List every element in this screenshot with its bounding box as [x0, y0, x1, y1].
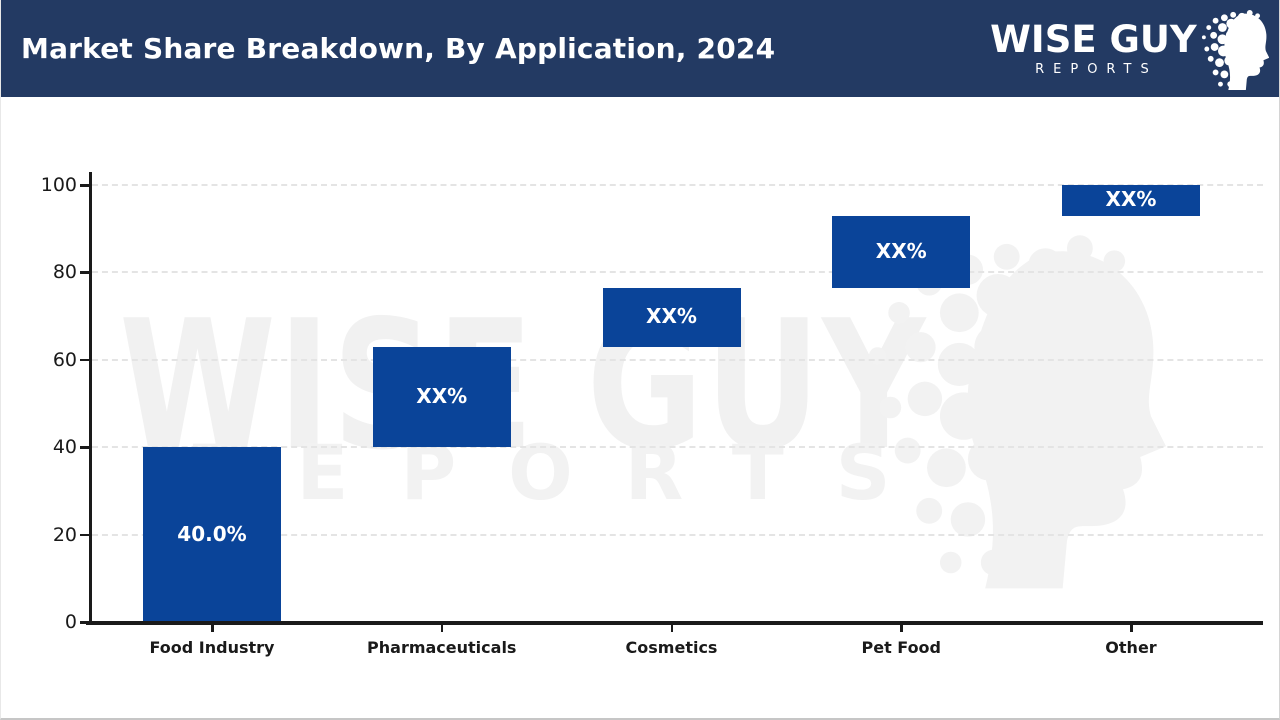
y-tick-mark-60	[80, 358, 89, 362]
bar-pharmaceuticals	[372, 346, 511, 448]
wiseguy-logo: WISE GUY REPORTS	[990, 8, 1269, 90]
gridline-60	[92, 358, 1263, 361]
wiseguy-face-icon	[1201, 9, 1269, 90]
y-tick-label-20: 20	[52, 523, 77, 546]
gridline-80	[92, 271, 1263, 274]
x-category-label: Pet Food	[861, 638, 941, 657]
x-category-label: Pharmaceuticals	[367, 638, 517, 657]
y-tick-mark-0	[80, 621, 89, 624]
x-tick-mark-1	[440, 623, 444, 632]
bar-other	[1062, 185, 1200, 216]
gridline-100	[92, 184, 1263, 186]
y-tick-mark-20	[80, 533, 89, 537]
bar-value-label: XX%	[1105, 187, 1157, 212]
bar-value-label: XX%	[875, 238, 927, 263]
y-tick-mark-80	[80, 271, 89, 274]
y-tick-label-40: 40	[52, 436, 77, 459]
wiseguy-logo-text: WISE GUY REPORTS	[990, 21, 1197, 77]
y-tick-mark-40	[80, 446, 89, 449]
x-tick-mark-2	[670, 623, 673, 632]
gridline-40	[92, 446, 1263, 449]
x-tick-mark-3	[900, 623, 903, 632]
bar-value-label: 40.0%	[177, 521, 247, 546]
y-tick-label-0: 0	[64, 611, 77, 633]
bar-value-label: XX%	[646, 304, 697, 329]
y-tick-label-80: 80	[52, 261, 77, 284]
x-category-label: Other	[1105, 638, 1157, 657]
wiseguy-logo-name: WISE GUY	[990, 17, 1197, 61]
watermark-subtext: REPORTS	[186, 428, 943, 517]
bar-cosmetics	[602, 287, 741, 347]
bar-pet-food	[832, 215, 971, 288]
y-tick-mark-100	[80, 184, 89, 187]
wiseguy-logo-subtitle: REPORTS	[1035, 61, 1158, 77]
chart-title: Market Share Breakdown, By Application, …	[21, 32, 776, 65]
bar-value-label: XX%	[416, 383, 468, 408]
x-category-label: Food Industry	[149, 638, 275, 657]
x-axis-spine	[86, 621, 1263, 625]
y-tick-label-60: 60	[52, 348, 77, 371]
gridline-20	[92, 533, 1263, 536]
x-tick-mark-4	[1130, 623, 1133, 632]
x-category-label: Cosmetics	[625, 638, 718, 657]
y-axis-spine	[89, 172, 92, 625]
y-tick-label-100: 100	[40, 174, 77, 196]
bar-food-industry	[143, 447, 281, 622]
x-tick-mark-0	[211, 623, 214, 632]
header-bar: Market Share Breakdown, By Application, …	[1, 0, 1279, 97]
